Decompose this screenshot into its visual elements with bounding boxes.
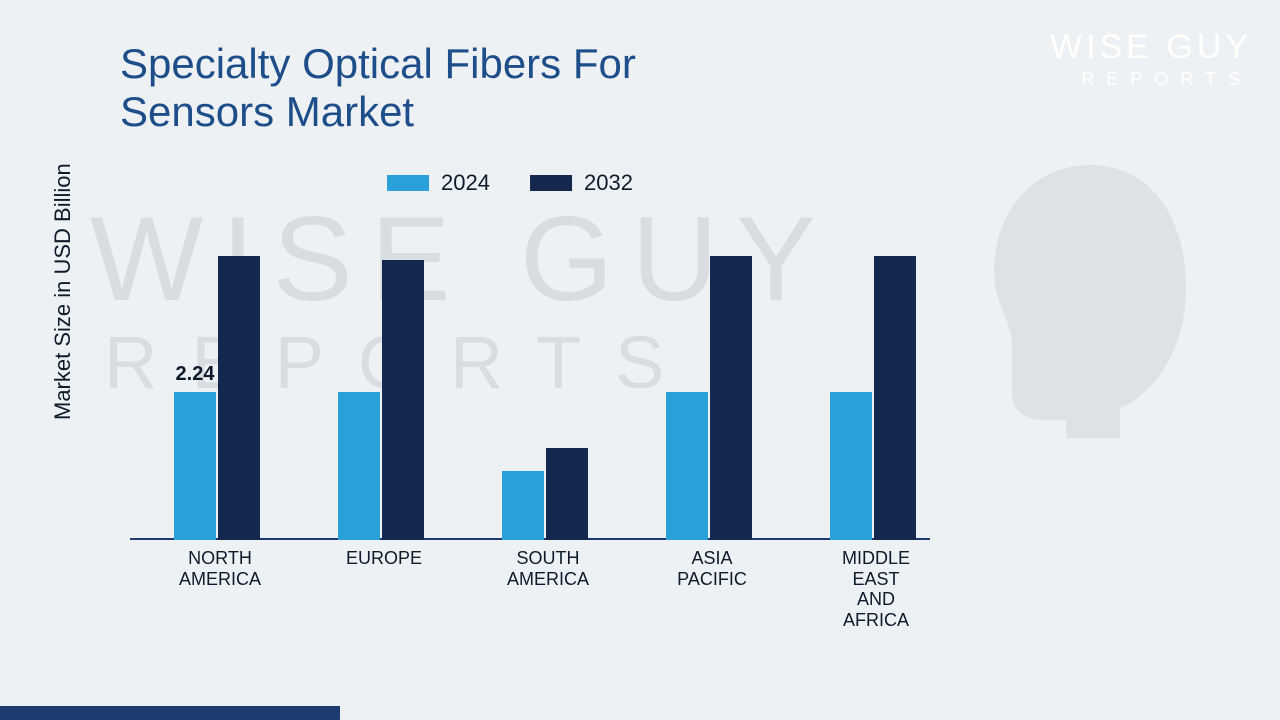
legend-label-2024: 2024 bbox=[441, 170, 490, 196]
page-title: Specialty Optical Fibers For Sensors Mar… bbox=[120, 40, 740, 137]
legend-swatch-2032 bbox=[530, 175, 572, 191]
brand-bottom-text: REPORTS bbox=[1050, 69, 1252, 90]
watermark-head-icon bbox=[940, 150, 1240, 450]
bar-series-a bbox=[174, 392, 216, 540]
bar-series-b bbox=[546, 448, 588, 540]
bar-series-b bbox=[874, 256, 916, 540]
category-label: SOUTHAMERICA bbox=[478, 548, 618, 589]
market-chart: 2024 2032 Market Size in USD Billion 2.2… bbox=[70, 170, 950, 640]
brand-logo: WISE GUY REPORTS bbox=[1050, 28, 1252, 90]
bottom-accent-bar bbox=[0, 706, 340, 720]
bar-series-b bbox=[710, 256, 752, 540]
brand-top-text: WISE GUY bbox=[1050, 28, 1252, 67]
bar-series-a bbox=[666, 392, 708, 540]
bar-series-a bbox=[502, 471, 544, 540]
legend-item-2032: 2032 bbox=[530, 170, 633, 196]
legend: 2024 2032 bbox=[387, 170, 633, 196]
category-label: NORTHAMERICA bbox=[150, 548, 290, 589]
category-label: EUROPE bbox=[314, 548, 454, 569]
bar-series-b bbox=[382, 260, 424, 541]
legend-label-2032: 2032 bbox=[584, 170, 633, 196]
bar-series-a bbox=[338, 392, 380, 540]
category-label: ASIAPACIFIC bbox=[642, 548, 782, 589]
bar-value-label: 2.24 bbox=[176, 363, 215, 386]
y-axis-label: Market Size in USD Billion bbox=[50, 163, 76, 420]
category-label: MIDDLEEASTANDAFRICA bbox=[806, 548, 946, 631]
page: WISE GUY REPORTS Specialty Optical Fiber… bbox=[0, 0, 1280, 720]
plot-area: 2.24NORTHAMERICAEUROPESOUTHAMERICAASIAPA… bbox=[130, 210, 930, 540]
legend-item-2024: 2024 bbox=[387, 170, 490, 196]
bar-series-b bbox=[218, 256, 260, 540]
legend-swatch-2024 bbox=[387, 175, 429, 191]
bar-series-a bbox=[830, 392, 872, 540]
